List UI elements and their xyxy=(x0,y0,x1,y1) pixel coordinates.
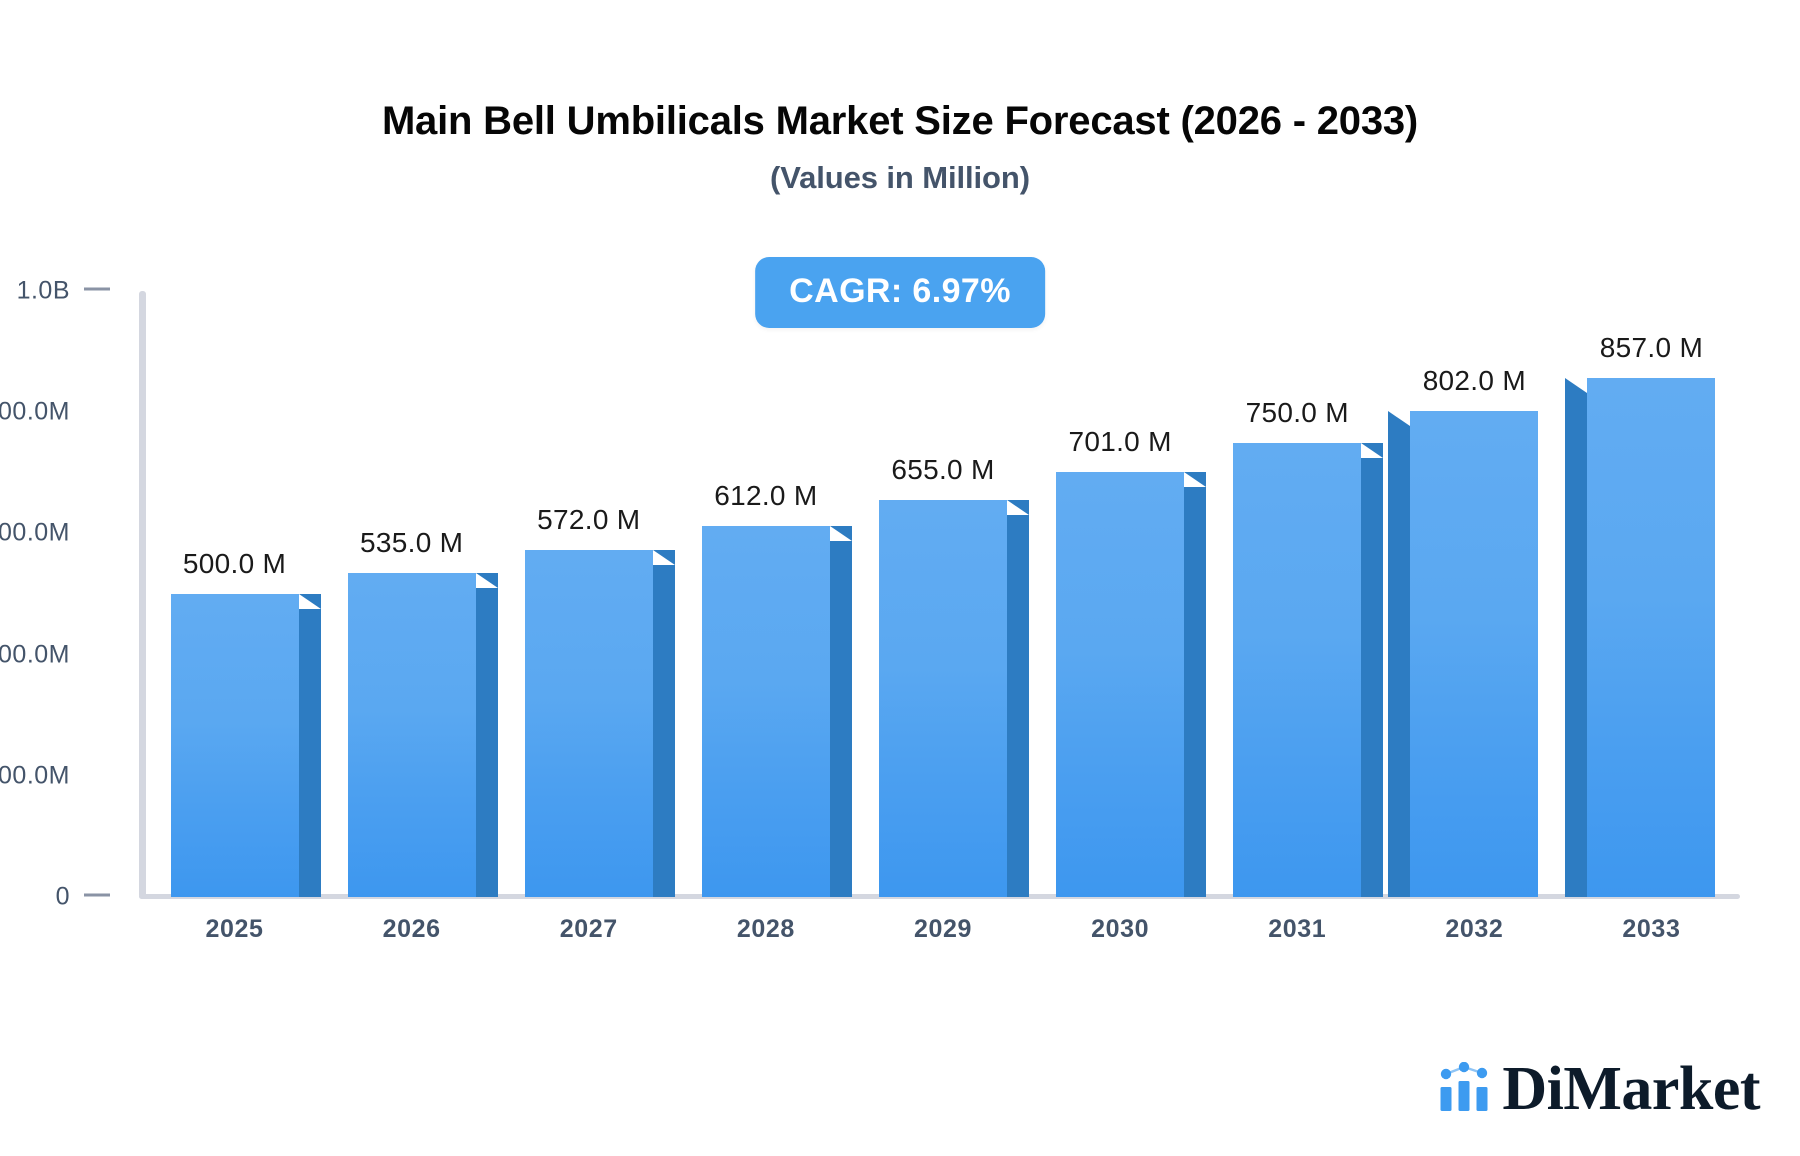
logo-text: DiMarket xyxy=(1502,1055,1760,1123)
y-tick-text: 200.0M xyxy=(0,761,70,790)
bar-side-face xyxy=(298,609,321,897)
bar-side-face xyxy=(1361,457,1384,897)
y-tick-text: 0 xyxy=(55,882,70,911)
bar-value-label: 500.0 M xyxy=(182,548,287,579)
y-tick-text: 1.0B xyxy=(16,276,70,305)
y-tick-label: 1.0B xyxy=(0,277,110,306)
bar-front-face xyxy=(879,500,1007,897)
y-tick-label: 400.0M xyxy=(0,640,110,669)
bar-value-label: 750.0 M xyxy=(1245,396,1349,428)
bar-2025[interactable]: 500.0 M xyxy=(170,548,321,897)
bar-front-face xyxy=(1056,472,1185,897)
brand-logo: DiMarket xyxy=(1438,1058,1760,1120)
bar-value-label: 612.0 M xyxy=(714,480,818,512)
x-tick-label-2029: 2029 xyxy=(913,915,973,943)
y-tick-text: 800.0M xyxy=(0,397,70,426)
bar-value-label: 701.0 M xyxy=(1068,426,1172,458)
bar-front-face xyxy=(347,572,476,897)
bar-2031[interactable]: 750.0 M xyxy=(1233,397,1384,897)
bar-top-bevel xyxy=(1184,472,1207,488)
bar-value-label: 802.0 M xyxy=(1422,365,1526,396)
x-tick-label-2032: 2032 xyxy=(1445,915,1504,943)
bar-top-bevel xyxy=(475,572,498,588)
x-tick-label-2033: 2033 xyxy=(1622,915,1681,943)
bar-value-label: 655.0 M xyxy=(891,454,995,486)
bar-top-bevel xyxy=(1007,500,1029,516)
x-tick-label-2025: 2025 xyxy=(205,915,264,943)
x-tick-label-2031: 2031 xyxy=(1268,915,1327,943)
chart-subtitle: (Values in Million) xyxy=(770,160,1030,195)
bar-2030[interactable]: 701.0 M xyxy=(1056,426,1207,897)
y-tick-label: 800.0M xyxy=(0,398,110,427)
bar-front-face xyxy=(1587,377,1716,897)
bar-front-face xyxy=(1410,411,1539,897)
bar-side-face xyxy=(1565,392,1588,897)
y-tick-mark xyxy=(84,287,110,291)
x-tick-label-2028: 2028 xyxy=(736,915,795,943)
y-tick-label: 600.0M xyxy=(0,519,110,548)
y-axis-line xyxy=(139,291,146,898)
bar-front-face xyxy=(524,550,653,897)
bar-side-face xyxy=(1007,515,1029,897)
y-tick-text: 400.0M xyxy=(0,640,70,669)
bar-front-face xyxy=(1233,442,1362,897)
bar-top-bevel xyxy=(652,550,675,566)
bar-top-bevel xyxy=(829,526,852,542)
cagr-badge: CAGR: 6.97% xyxy=(755,257,1045,328)
y-tick-mark xyxy=(84,893,110,897)
y-tick-label: 200.0M xyxy=(0,761,110,790)
x-tick-label-2027: 2027 xyxy=(559,915,618,943)
bar-side-face xyxy=(475,587,498,897)
chart-title: Main Bell Umbilicals Market Size Forecas… xyxy=(381,99,1419,143)
bar-top-bevel xyxy=(1361,442,1384,458)
bar-2033[interactable]: 857.0 M xyxy=(1565,332,1716,897)
bar-value-label: 857.0 M xyxy=(1599,331,1704,363)
bar-chart-logo-icon xyxy=(1438,1061,1490,1117)
x-tick-label-2030: 2030 xyxy=(1091,915,1150,943)
bar-top-bevel xyxy=(1565,377,1588,393)
bar-value-label: 572.0 M xyxy=(537,504,641,536)
bar-2032[interactable]: 802.0 M xyxy=(1388,365,1539,897)
bar-top-bevel xyxy=(298,594,321,609)
title-block: Main Bell Umbilicals Market Size Forecas… xyxy=(0,98,1800,196)
bar-side-face xyxy=(1184,487,1207,897)
bar-front-face xyxy=(170,594,299,897)
bar-2027[interactable]: 572.0 M xyxy=(524,504,675,897)
y-tick-label: 0 xyxy=(0,883,110,912)
bar-2026[interactable]: 535.0 M xyxy=(347,527,498,897)
bar-2028[interactable]: 612.0 M xyxy=(701,480,852,897)
bar-side-face xyxy=(829,541,852,897)
bar-side-face xyxy=(652,565,675,897)
bar-top-bevel xyxy=(1388,411,1411,426)
bar-value-label: 535.0 M xyxy=(360,526,464,558)
bar-2029[interactable]: 655.0 M xyxy=(879,454,1029,897)
y-tick-text: 600.0M xyxy=(0,518,70,547)
bar-front-face xyxy=(701,526,830,897)
bar-side-face xyxy=(1388,426,1411,897)
x-tick-label-2026: 2026 xyxy=(382,915,441,943)
